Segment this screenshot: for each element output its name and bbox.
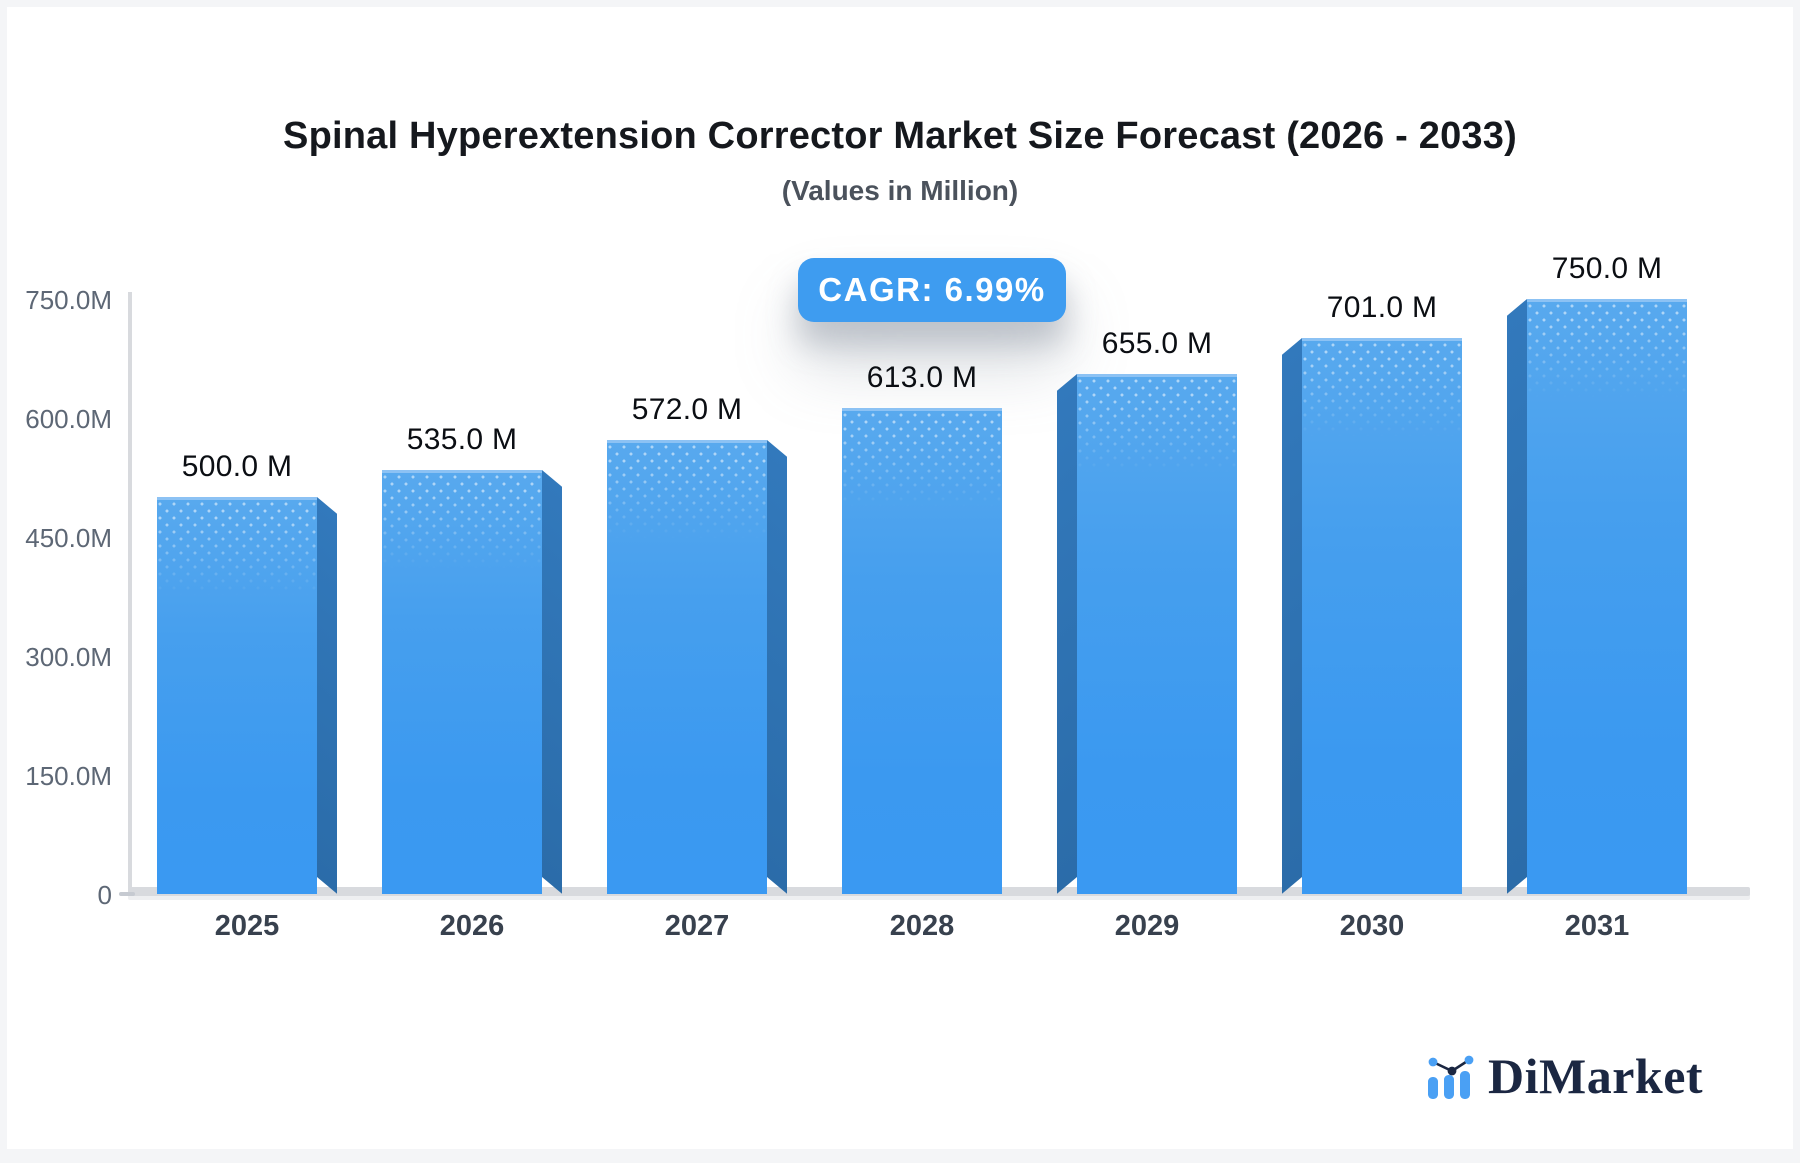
x-axis-label: 2028 xyxy=(889,910,955,942)
bar-value-label: 701.0 M xyxy=(1326,291,1438,324)
bar-face[interactable] xyxy=(1077,374,1237,894)
bar-face[interactable] xyxy=(157,497,317,894)
chart-title: Spinal Hyperextension Corrector Market S… xyxy=(283,115,1517,157)
y-axis-tick-label: 750.0M xyxy=(25,285,112,315)
bar-value-label: 655.0 M xyxy=(1101,327,1213,360)
zero-tick-mark xyxy=(119,892,135,896)
bar-dots-texture xyxy=(607,443,767,539)
brand-logo: DiMarket xyxy=(1428,1048,1704,1104)
x-axis-label: 2029 xyxy=(1114,910,1180,942)
y-axis-tick-label: 150.0M xyxy=(25,761,112,791)
bar-dots-texture xyxy=(157,500,317,596)
chart-card: Spinal Hyperextension Corrector Market S… xyxy=(7,7,1793,1149)
bar-2031 xyxy=(1507,299,1687,894)
chart-subtitle: (Values in Million) xyxy=(781,175,1019,206)
bar-side-face xyxy=(767,440,787,894)
bar-value-label: 613.0 M xyxy=(866,361,978,394)
bar-side-face xyxy=(1507,299,1527,894)
x-axis-label: 2027 xyxy=(664,910,730,942)
bar-value-label: 572.0 M xyxy=(631,393,743,426)
bar-side-face xyxy=(1057,374,1077,894)
bar-side-face xyxy=(542,470,562,894)
bar-2030 xyxy=(1282,338,1462,894)
bar-2025 xyxy=(157,497,337,894)
x-axis-label: 2025 xyxy=(214,910,280,942)
y-axis-tick-label: 300.0M xyxy=(25,642,112,672)
bar-value-label: 535.0 M xyxy=(406,423,518,456)
plot-area: 750.0M 600.0M 450.0M 300.0M 150.0M 0 500.0 M 20… xyxy=(7,7,1800,1163)
x-axis-label: 2030 xyxy=(1339,910,1405,942)
bar-face[interactable] xyxy=(1302,338,1462,894)
bar-2029 xyxy=(1057,374,1237,894)
dimarket-logo-icon xyxy=(1428,1055,1474,1099)
y-axis-tick-label: 450.0M xyxy=(25,523,112,553)
bar-2027 xyxy=(607,440,787,894)
bar-value-label: 500.0 M xyxy=(181,450,293,483)
cagr-badge: CAGR: 6.99% xyxy=(798,258,1066,322)
x-axis-label: 2026 xyxy=(439,910,505,942)
bar-dots-texture xyxy=(1527,302,1687,398)
bar-dots-texture xyxy=(842,411,1002,507)
bar-dots-texture xyxy=(1302,341,1462,437)
bar-face[interactable] xyxy=(842,408,1002,894)
bar-face[interactable] xyxy=(382,470,542,894)
bar-dots-texture xyxy=(1077,377,1237,473)
x-axis-label: 2031 xyxy=(1564,910,1630,942)
bar-side-face xyxy=(317,497,337,894)
bar-dots-texture xyxy=(382,473,542,569)
brand-name: DiMarket xyxy=(1488,1048,1704,1104)
y-axis-tick-label: 0 xyxy=(97,880,112,910)
bar-2026 xyxy=(382,470,562,894)
bar-face[interactable] xyxy=(607,440,767,894)
y-axis-tick-label: 600.0M xyxy=(25,404,112,434)
y-axis-line xyxy=(128,292,132,895)
bar-2028 xyxy=(842,408,1002,894)
bar-side-face xyxy=(1282,338,1302,894)
bar-face[interactable] xyxy=(1527,299,1687,894)
bar-value-label: 750.0 M xyxy=(1551,252,1663,285)
